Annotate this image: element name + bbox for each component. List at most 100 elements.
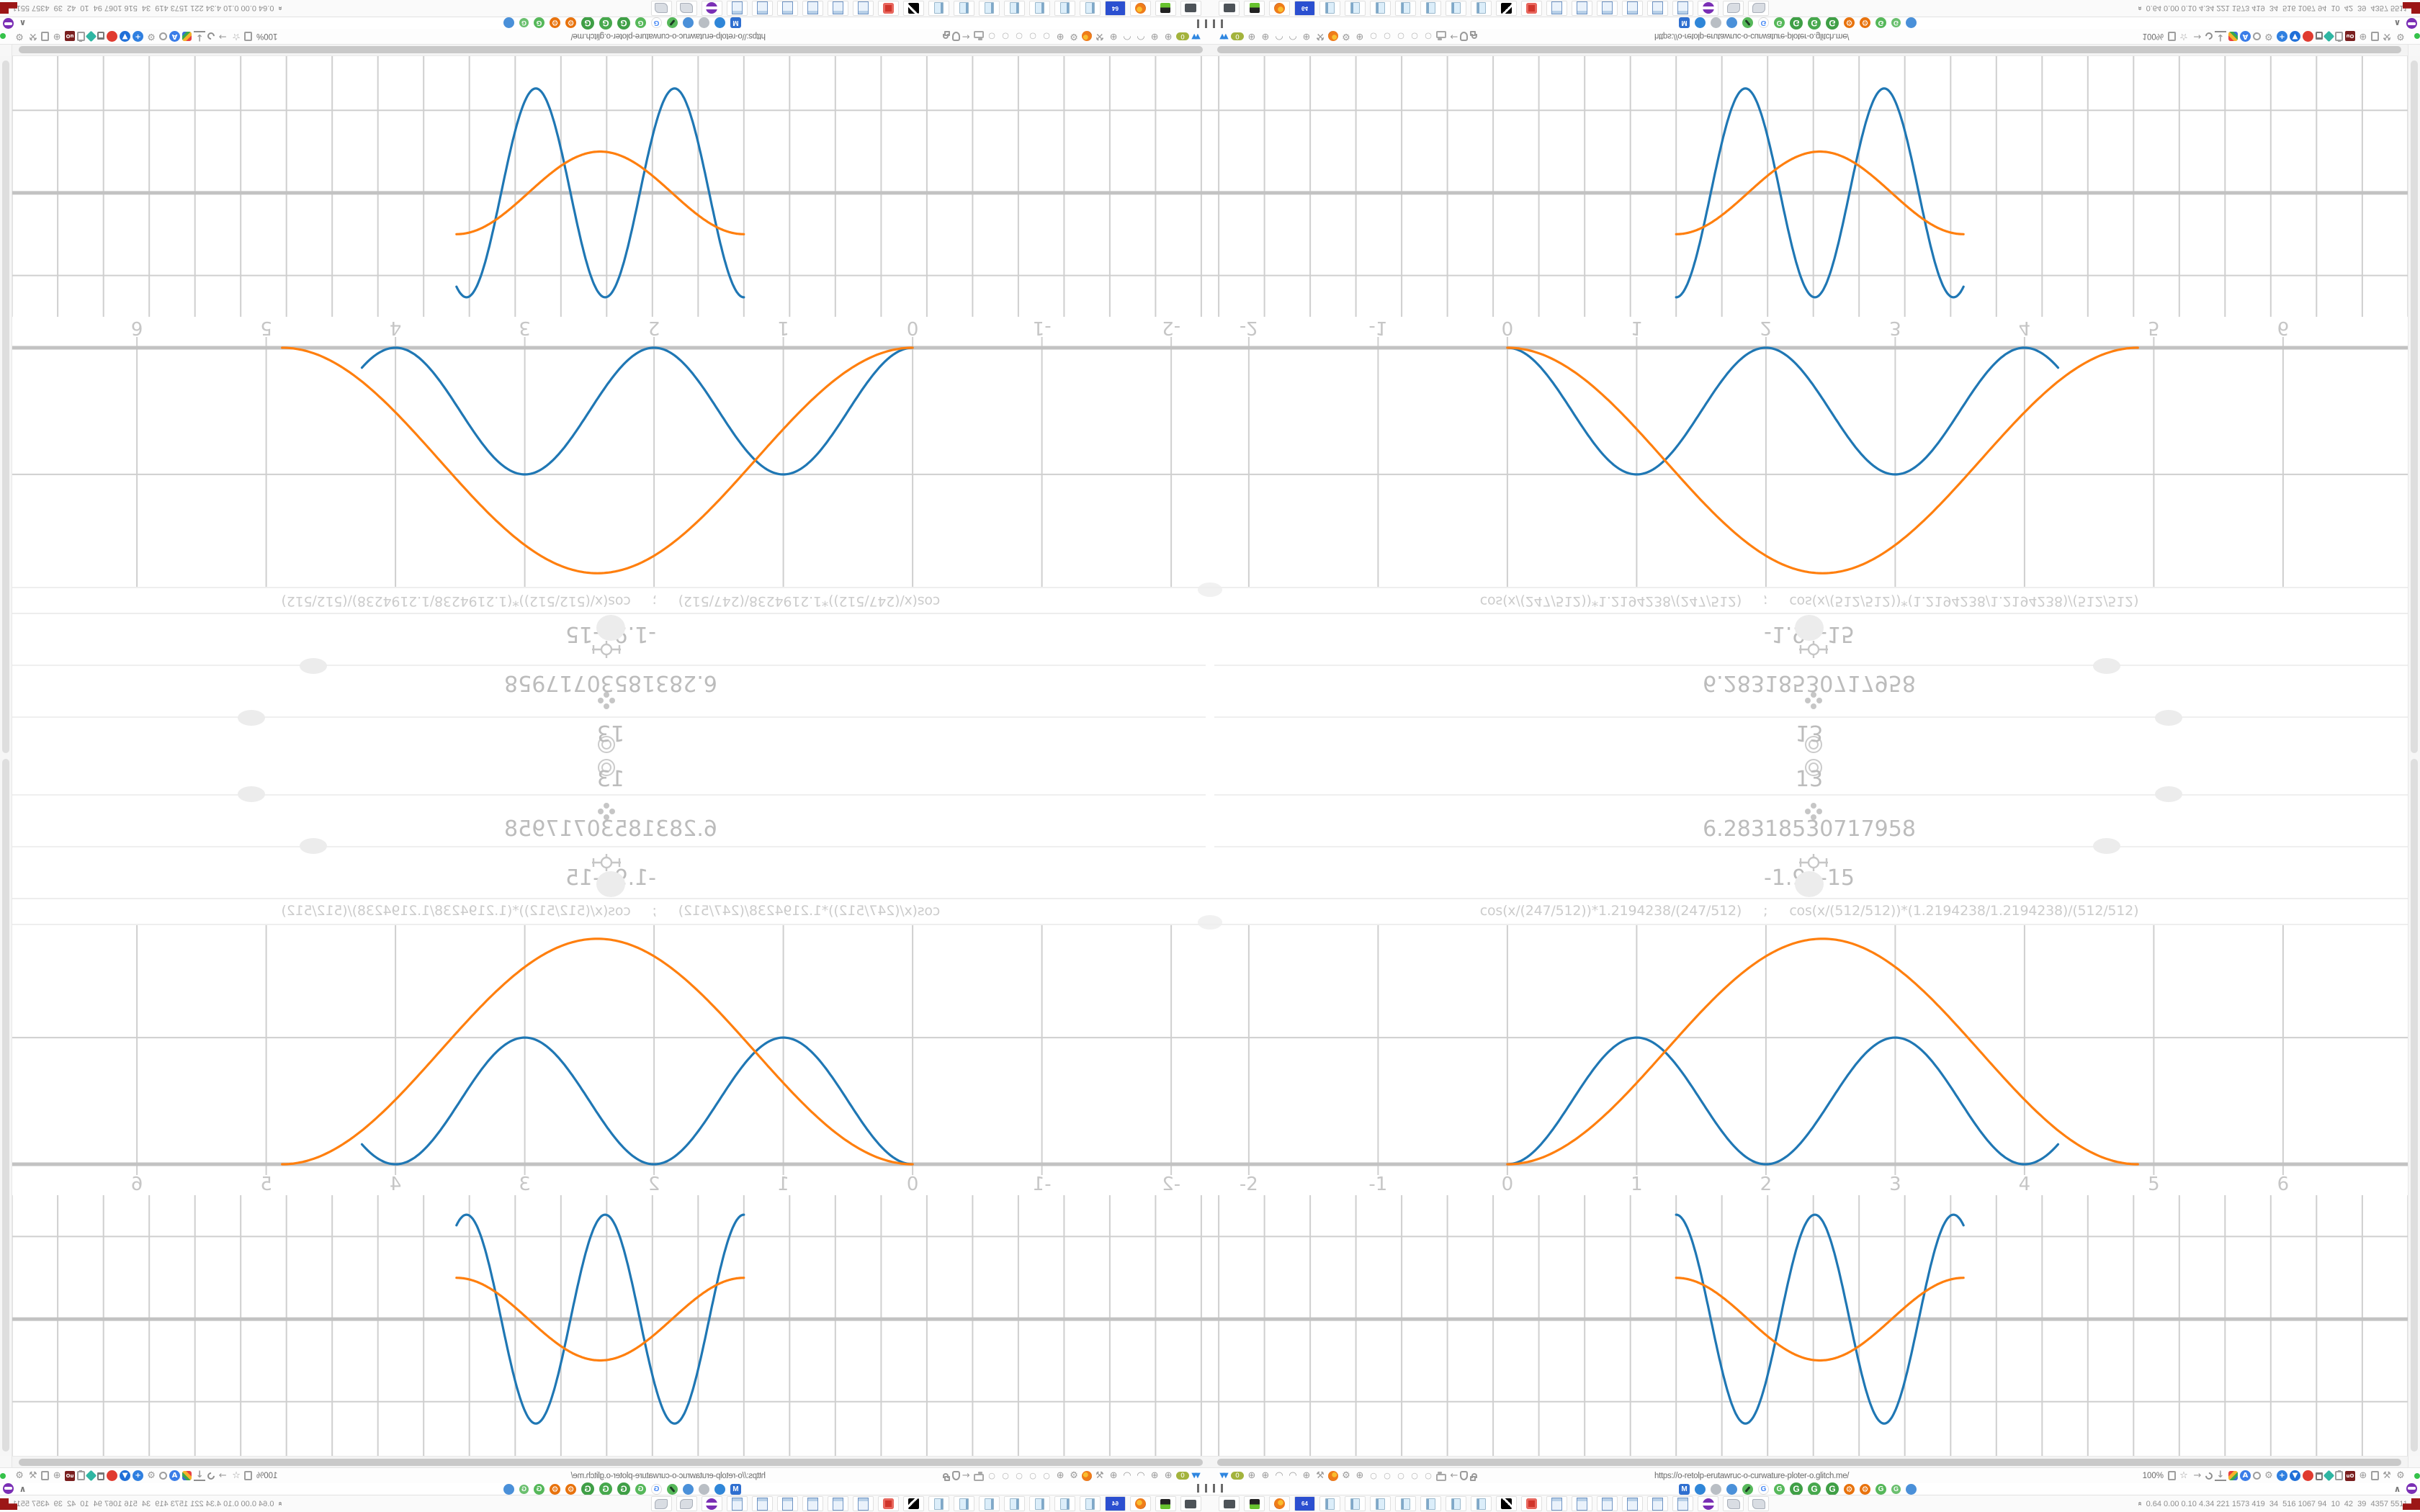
divider-handle[interactable] <box>2155 786 2182 802</box>
red-extension-icon[interactable] <box>2303 1470 2313 1481</box>
gear-icon[interactable]: ⚙ <box>147 31 156 42</box>
folder-icon[interactable] <box>974 1473 984 1481</box>
calculator-app[interactable] <box>1572 1496 1592 1511</box>
url-bar[interactable]: https://o-retolp-erutawruc-o-curwature-p… <box>570 1471 766 1480</box>
goggles-app[interactable] <box>1698 1 1718 16</box>
green-g-favicon[interactable]: G <box>599 17 612 30</box>
ring-extension-icon[interactable] <box>159 1472 167 1480</box>
green-g-favicon[interactable]: G <box>635 1483 646 1495</box>
arc-icon[interactable]: ◠ <box>1137 1470 1145 1481</box>
chevron-up-icon[interactable]: ∧ <box>19 1483 27 1494</box>
vdh-circle-icon[interactable]: ▼ <box>2290 1470 2300 1481</box>
notepad-app[interactable] <box>1029 1496 1050 1511</box>
bookmark-star-icon[interactable]: ☆ <box>2179 31 2188 42</box>
green-g-favicon[interactable]: G <box>1826 1482 1839 1495</box>
pause-bars-favicon[interactable] <box>1197 1484 1207 1493</box>
notepad-app[interactable] <box>1420 1 1441 16</box>
green-g-favicon[interactable]: G <box>1790 1482 1803 1495</box>
status-dot[interactable] <box>2414 33 2420 40</box>
gear-icon[interactable]: ⚙ <box>1070 1470 1078 1481</box>
trash-extension-icon[interactable] <box>2316 32 2323 40</box>
orange-gear-favicon[interactable]: ⚙ <box>1844 17 1855 29</box>
wireframe-globe-favicon[interactable] <box>683 1483 694 1495</box>
green-g-favicon[interactable]: G <box>534 1483 544 1495</box>
calculator-app[interactable] <box>1622 1 1643 16</box>
pencil-extension-icon[interactable] <box>182 32 192 41</box>
green-g-favicon[interactable]: G <box>1876 17 1886 29</box>
calculator-app[interactable] <box>1546 1 1567 16</box>
calculator-app[interactable] <box>828 1496 848 1511</box>
chevron-up-icon[interactable]: ∧ <box>19 18 27 29</box>
floppy64-app[interactable]: 64 <box>1105 1496 1126 1511</box>
calculator-app[interactable] <box>1572 1 1592 16</box>
compass-favicon[interactable] <box>1742 1483 1753 1495</box>
globe-icon[interactable]: ⊕ <box>1109 31 1118 42</box>
blue-circle-favicon[interactable] <box>714 17 725 29</box>
divider-handle[interactable] <box>300 838 327 854</box>
calculator-app[interactable] <box>727 1496 748 1511</box>
notes-extension-icon[interactable] <box>2371 1471 2379 1480</box>
shield-icon[interactable] <box>952 32 960 41</box>
extension-dot-icon[interactable]: ○ <box>1029 1471 1036 1480</box>
add-extension-icon[interactable]: + <box>2277 1470 2287 1481</box>
green-g-favicon[interactable]: G <box>1891 18 1901 28</box>
scroll-app[interactable] <box>676 1496 697 1511</box>
horizontal-scrollbar-thumb[interactable] <box>1217 46 2401 53</box>
notepad-app[interactable] <box>1370 1 1391 16</box>
axis-node-icon[interactable] <box>1797 852 1830 876</box>
vertical-scrollbar-thumb[interactable] <box>2411 60 2418 753</box>
ublock-icon[interactable]: uO <box>65 31 75 42</box>
system-tool-app[interactable] <box>1219 1496 1240 1511</box>
horizontal-scrollbar[interactable] <box>1210 44 2420 56</box>
notepad-app[interactable] <box>1054 1 1075 16</box>
notes-extension-icon[interactable] <box>41 1471 49 1480</box>
reader-view-icon[interactable] <box>244 32 252 41</box>
notes-extension-icon[interactable] <box>41 32 49 41</box>
extension-dot-icon[interactable]: ○ <box>1397 32 1404 41</box>
teal-extension-icon[interactable] <box>2323 30 2335 42</box>
slider-value[interactable]: 13 <box>596 767 625 792</box>
horizontal-scrollbar[interactable] <box>0 44 1210 56</box>
trash-extension-icon[interactable] <box>2316 1472 2323 1480</box>
zoom-level[interactable]: 100% <box>2142 32 2164 41</box>
green-g-favicon[interactable]: G <box>1876 1483 1886 1495</box>
globe-icon[interactable]: ⊕ <box>2359 31 2367 42</box>
wireframe-globe-favicon[interactable] <box>503 1483 514 1495</box>
bookmark-star-icon[interactable]: ☆ <box>232 31 241 42</box>
forward-icon[interactable]: → <box>2193 1470 2202 1481</box>
arc-icon[interactable]: ◠ <box>1289 1470 1297 1481</box>
calculator-app[interactable] <box>1647 1496 1668 1511</box>
green-g-favicon[interactable]: G <box>1774 1483 1785 1495</box>
google-favicon[interactable]: G <box>651 1483 662 1495</box>
clipboard-extension-icon[interactable] <box>77 1471 85 1480</box>
notepad-app[interactable] <box>1395 1 1416 16</box>
extension-dot-icon[interactable]: ○ <box>1384 1471 1391 1480</box>
calculator-app[interactable] <box>1622 1496 1643 1511</box>
vertical-scrollbar-thumb[interactable] <box>2 759 9 1452</box>
translate-extension-icon[interactable]: A <box>169 1470 180 1481</box>
upper-plot[interactable] <box>12 925 1210 1175</box>
orange-gear-favicon[interactable]: ⚙ <box>1860 17 1870 29</box>
wrench-icon[interactable]: ⚒ <box>1095 1470 1104 1481</box>
divider-handle[interactable] <box>2093 658 2120 674</box>
vertical-scrollbar[interactable] <box>2408 56 2420 756</box>
wireframe-globe-favicon[interactable] <box>1726 17 1737 29</box>
gear-icon[interactable]: ⚙ <box>147 1470 156 1481</box>
video-downloadhelper-icon[interactable]: ▼▼ <box>1193 1472 1201 1480</box>
floppy64-app[interactable]: 64 <box>1294 1496 1315 1511</box>
ublock-icon[interactable]: uO <box>65 1470 75 1481</box>
dark-art-app[interactable] <box>903 1 924 16</box>
compass-favicon[interactable] <box>1742 17 1753 29</box>
scroll-app[interactable] <box>1748 1496 1769 1511</box>
globe-icon[interactable]: ⊕ <box>53 31 61 42</box>
pencil-extension-icon[interactable] <box>182 1471 192 1480</box>
upper-plot[interactable] <box>12 337 1210 587</box>
notepad-app[interactable] <box>1446 1496 1466 1511</box>
vdh-circle-icon[interactable]: ▼ <box>120 1470 130 1481</box>
calculator-app[interactable] <box>752 1 773 16</box>
system-tool-app[interactable] <box>1180 1 1201 16</box>
forward-icon[interactable]: → <box>218 1470 227 1481</box>
horizontal-scrollbar[interactable] <box>1210 1456 2420 1468</box>
back-icon[interactable]: ← <box>962 31 970 42</box>
scroll-app[interactable] <box>651 1 672 16</box>
